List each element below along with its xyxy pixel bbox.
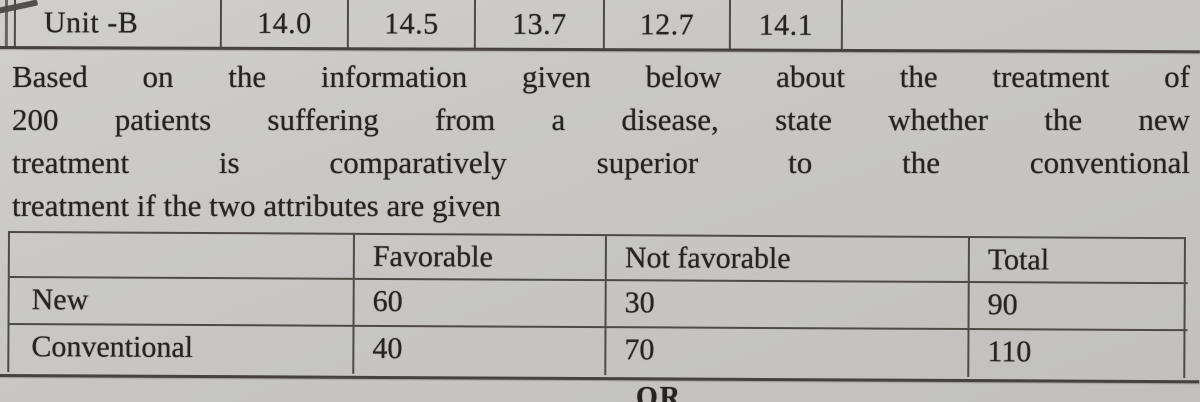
table-row-label-conventional: Conventional: [9, 325, 355, 374]
table-cell-value: 14.5: [348, 0, 477, 49]
table-cell-conventional-not-favorable: 70: [606, 328, 970, 378]
treatment-table-section: Favorable Not favorable Total New 60 30 …: [0, 231, 1200, 384]
table-cell-conventional-total: 110: [987, 335, 1032, 369]
table-header-not-favorable: Not favorable: [606, 236, 970, 284]
table-row-label-new: New: [9, 278, 355, 327]
table-cell-new-favorable: 60: [354, 279, 607, 329]
table-cell-value: 12.7: [604, 0, 732, 50]
question-line: Based on the information given below abo…: [12, 59, 1190, 94]
treatment-table: Favorable Not favorable Total New 60 30 …: [7, 231, 1188, 379]
table-cell-value: 13.7: [475, 0, 606, 50]
question-line: 200 patients suffering from a disease, s…: [12, 102, 1190, 137]
table-cell-value: 14.1: [730, 0, 844, 50]
table-cell-conventional-favorable: 40: [354, 326, 607, 376]
table-outer-border-fragment: [4, 0, 9, 47]
table-header-total: Total: [969, 238, 1188, 285]
question-line: treatment is comparatively superior to t…: [12, 145, 1190, 180]
table-header-favorable: Favorable: [354, 234, 607, 282]
table-cell-value: 14.0: [221, 0, 350, 49]
question-line: treatment if the two attributes are give…: [12, 188, 501, 223]
unit-b-table: Unit -B 14.0 14.5 13.7 12.7 14.1: [13, 0, 844, 50]
table-cell-new-total: 90: [969, 283, 1188, 332]
table-cell-new-not-favorable: 30: [606, 281, 970, 331]
table-cell-unit-label: Unit -B: [15, 0, 223, 48]
table-header-empty: [9, 233, 355, 280]
or-divider: OR: [636, 382, 682, 402]
question-text: Based on the information given below abo…: [12, 55, 1190, 227]
